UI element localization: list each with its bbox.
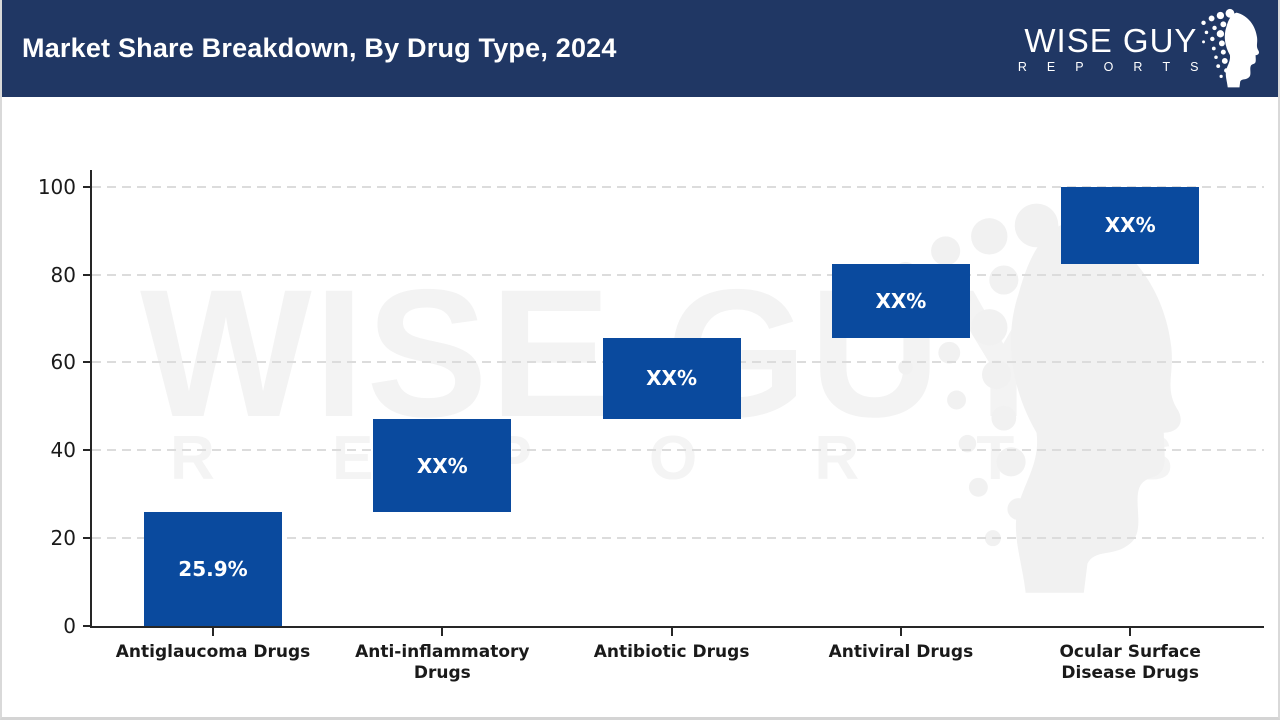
- bar-value-label: XX%: [875, 288, 927, 313]
- logo-wiseguy-text: WISE GUY: [1024, 22, 1198, 59]
- x-tick-mark-1: [212, 628, 214, 636]
- y-tick-label-80: 80: [50, 262, 76, 287]
- header-bar: Market Share Breakdown, By Drug Type, 20…: [2, 0, 1278, 97]
- bar-value-label: XX%: [1104, 213, 1156, 238]
- bar-value-label: XX%: [646, 366, 698, 391]
- bar-segment-4: XX%: [831, 263, 970, 338]
- x-category-label-line: Ocular Surface: [1059, 642, 1201, 662]
- bar-value-label: 25.9%: [178, 557, 248, 582]
- gridline-20: [92, 537, 1264, 540]
- bar-segment-2: XX%: [373, 419, 512, 513]
- y-tick-mark-80: [83, 273, 92, 276]
- x-category-label-2: Anti-inflammatory Drugs: [322, 642, 562, 684]
- x-category-label-3: Antibiotic Drugs: [552, 642, 792, 663]
- bar-segment-5: XX%: [1061, 186, 1200, 264]
- y-tick-label-100: 100: [37, 174, 76, 199]
- gridline-80: [92, 273, 1264, 276]
- bar-segment-3: XX%: [602, 337, 741, 420]
- logo-wordmark: WISE GUY R E P O R T S: [1014, 22, 1208, 75]
- y-tick-label-40: 40: [50, 438, 76, 463]
- x-category-label-line: Drugs: [413, 663, 471, 683]
- y-tick-label-20: 20: [50, 526, 76, 551]
- logo: WISE GUY R E P O R T S: [1014, 8, 1260, 89]
- bar-segment-1: 25.9%: [144, 512, 282, 626]
- y-tick-mark-20: [83, 537, 92, 540]
- x-category-label-line: Antiviral Drugs: [828, 642, 974, 662]
- x-tick-mark-3: [670, 628, 673, 636]
- y-tick-mark-40: [83, 449, 92, 452]
- gridline-40: [92, 449, 1264, 452]
- chart-title: Market Share Breakdown, By Drug Type, 20…: [22, 33, 617, 63]
- y-tick-mark-0: [83, 625, 92, 627]
- x-axis-line: [90, 626, 1264, 628]
- x-category-label-line: Anti-inflammatory: [355, 642, 530, 662]
- x-category-label-line: Disease Drugs: [1061, 663, 1199, 683]
- y-tick-mark-60: [83, 361, 92, 364]
- x-category-label-line: Antiglaucoma Drugs: [115, 642, 311, 662]
- gridline-100: [92, 185, 1264, 188]
- x-category-label-5: Ocular Surface Disease Drugs: [1010, 642, 1250, 684]
- y-axis-line: [90, 170, 92, 628]
- x-category-label-4: Antiviral Drugs: [781, 642, 1021, 663]
- x-category-label-1: Antiglaucoma Drugs: [93, 642, 333, 663]
- logo-head-icon: [1201, 8, 1260, 88]
- logo-reports-text: R E P O R T S: [1017, 60, 1208, 74]
- x-tick-mark-4: [899, 628, 902, 636]
- x-tick-mark-5: [1129, 628, 1132, 636]
- y-tick-label-0: 0: [63, 614, 76, 638]
- x-category-label-line: Antibiotic Drugs: [593, 642, 750, 662]
- y-tick-label-60: 60: [50, 350, 76, 375]
- y-tick-mark-100: [83, 185, 92, 188]
- x-tick-mark-2: [441, 628, 444, 636]
- bar-value-label: XX%: [416, 453, 468, 478]
